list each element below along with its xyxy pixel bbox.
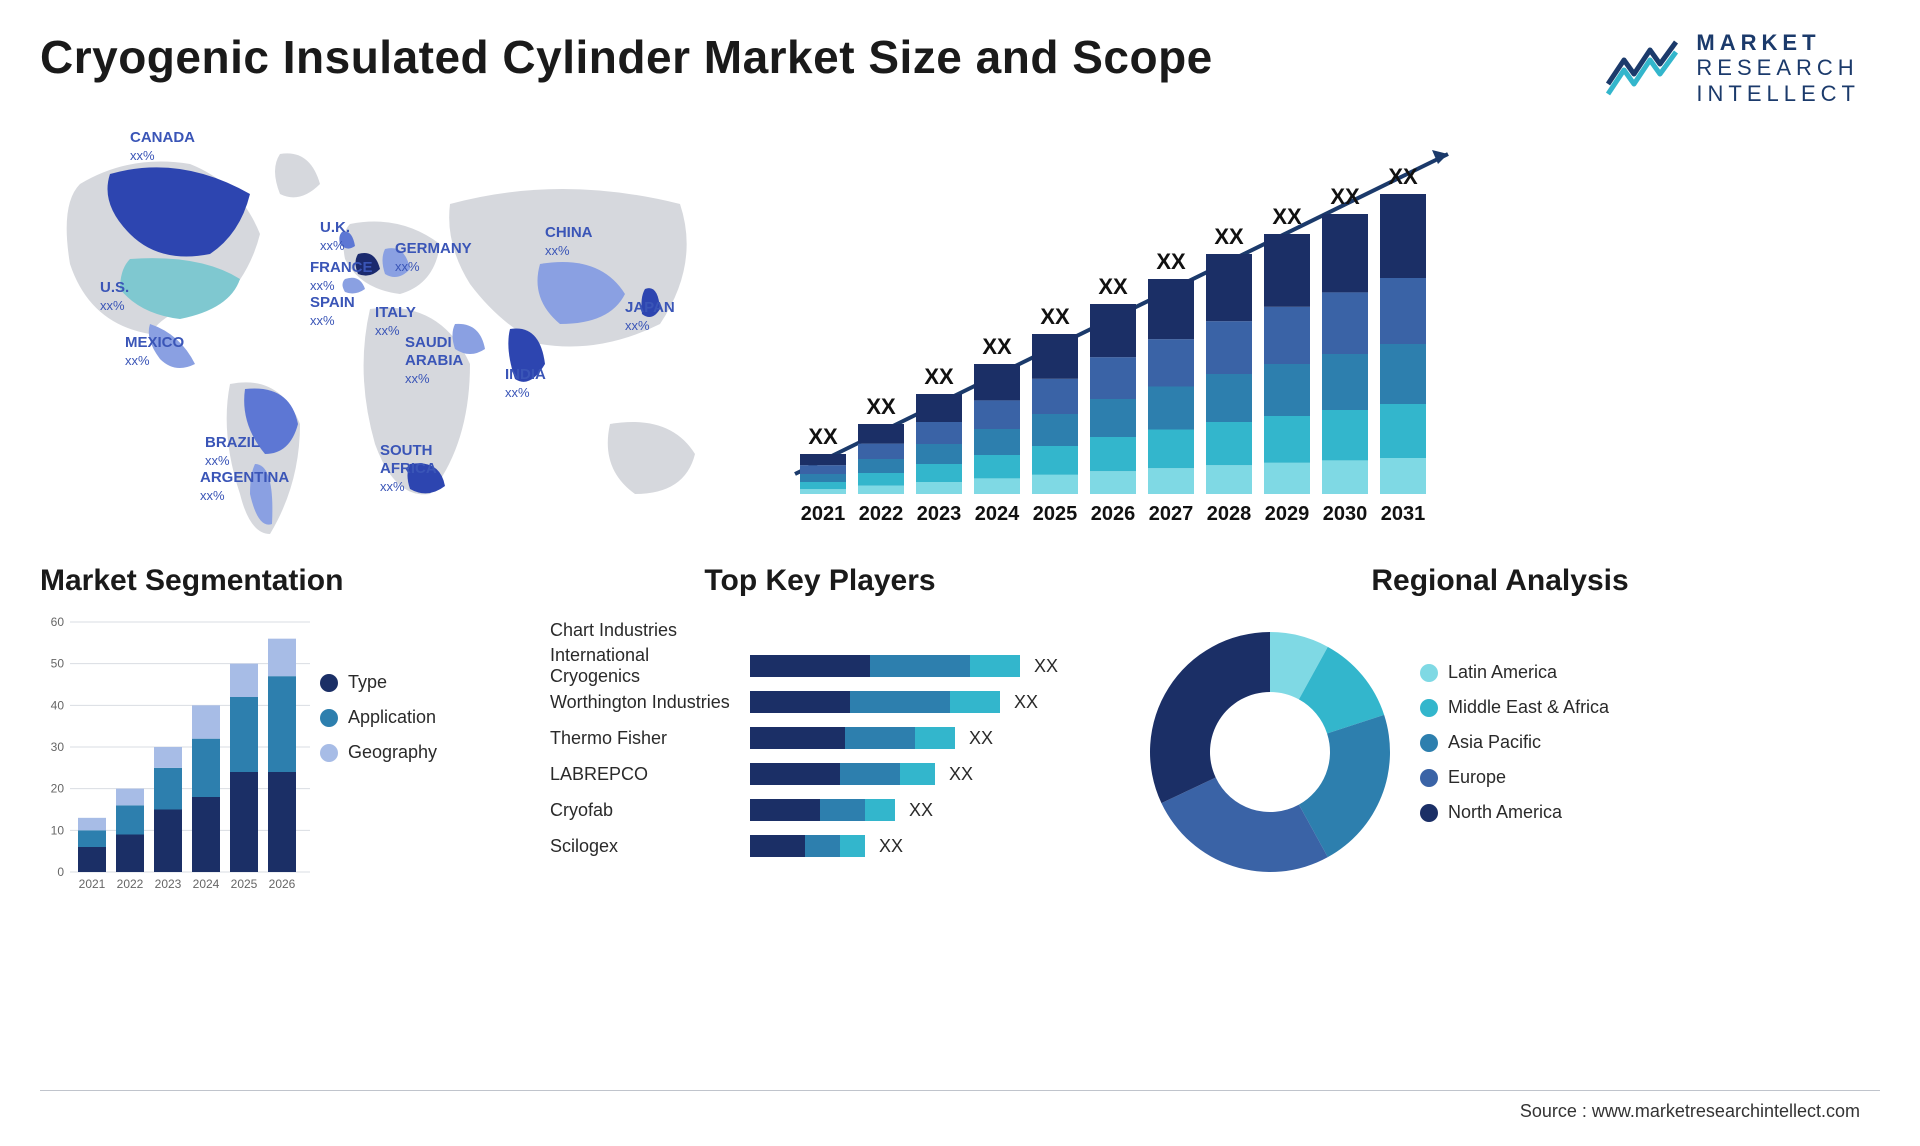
player-name: International Cryogenics (550, 645, 750, 687)
player-row: LABREPCO XX (550, 756, 1090, 792)
player-name: LABREPCO (550, 764, 750, 785)
player-value: XX (909, 800, 933, 821)
player-value: XX (879, 836, 903, 857)
svg-text:50: 50 (51, 657, 65, 671)
player-row: Scilogex XX (550, 828, 1090, 864)
svg-text:2022: 2022 (859, 503, 904, 525)
svg-text:2021: 2021 (801, 503, 846, 525)
logo-line3: INTELLECT (1696, 81, 1860, 106)
svg-text:2021: 2021 (79, 877, 106, 891)
svg-text:XX: XX (1272, 204, 1302, 229)
svg-text:XX: XX (1330, 184, 1360, 209)
player-name: Thermo Fisher (550, 728, 750, 749)
svg-text:40: 40 (51, 698, 65, 712)
svg-text:2029: 2029 (1265, 503, 1310, 525)
map-label-saudi-arabia: SAUDIARABIAxx% (405, 334, 463, 388)
svg-text:XX: XX (1040, 304, 1070, 329)
regional-legend-item: Asia Pacific (1420, 732, 1880, 753)
svg-text:2023: 2023 (155, 877, 182, 891)
map-label-u-k-: U.K.xx% (320, 219, 350, 255)
key-players-section: Top Key Players Chart Industries Internat… (550, 564, 1090, 904)
player-row: Chart Industries (550, 612, 1090, 648)
player-name: Scilogex (550, 836, 750, 857)
player-row: Worthington Industries XX (550, 684, 1090, 720)
regional-donut-chart (1120, 612, 1420, 892)
svg-text:2025: 2025 (1033, 503, 1078, 525)
page-title: Cryogenic Insulated Cylinder Market Size… (40, 30, 1880, 84)
players-title: Top Key Players (550, 564, 1090, 598)
seg-legend-type: Type (320, 672, 520, 693)
map-label-u-s-: U.S.xx% (100, 279, 129, 315)
svg-text:0: 0 (57, 865, 64, 879)
segmentation-title: Market Segmentation (40, 564, 520, 598)
map-label-france: FRANCExx% (310, 259, 373, 295)
svg-text:XX: XX (924, 364, 954, 389)
footer-divider (40, 1090, 1880, 1091)
map-label-brazil: BRAZILxx% (205, 434, 260, 470)
svg-text:2024: 2024 (193, 877, 220, 891)
svg-text:2028: 2028 (1207, 503, 1252, 525)
svg-text:2024: 2024 (975, 503, 1020, 525)
segmentation-chart: 0 10 20 30 40 50 60 2021 2022 2023 2024 2025 2026 (40, 612, 320, 902)
player-value: XX (969, 728, 993, 749)
svg-text:2025: 2025 (231, 877, 258, 891)
map-label-china: CHINAxx% (545, 224, 593, 260)
logo-mark-icon (1606, 40, 1682, 96)
seg-legend-geography: Geography (320, 742, 520, 763)
regional-legend-item: Middle East & Africa (1420, 697, 1880, 718)
player-name: Chart Industries (550, 620, 750, 641)
logo-line2: RESEARCH (1696, 55, 1860, 80)
svg-text:XX: XX (1388, 164, 1418, 189)
svg-text:10: 10 (51, 823, 65, 837)
map-label-japan: JAPANxx% (625, 299, 675, 335)
svg-text:2026: 2026 (269, 877, 296, 891)
svg-text:60: 60 (51, 615, 65, 629)
regional-title: Regional Analysis (1120, 564, 1880, 598)
player-name: Worthington Industries (550, 692, 750, 713)
regional-legend-item: North America (1420, 802, 1880, 823)
regional-legend-item: Latin America (1420, 662, 1880, 683)
player-value: XX (1034, 656, 1058, 677)
logo-line1: MARKET (1696, 30, 1860, 55)
map-label-spain: SPAINxx% (310, 294, 355, 330)
player-value: XX (949, 764, 973, 785)
map-label-south-africa: SOUTHAFRICAxx% (380, 442, 437, 496)
svg-text:2031: 2031 (1381, 503, 1426, 525)
map-label-argentina: ARGENTINAxx% (200, 469, 289, 505)
svg-text:30: 30 (51, 740, 65, 754)
svg-text:XX: XX (866, 394, 896, 419)
svg-text:2027: 2027 (1149, 503, 1194, 525)
player-value: XX (1014, 692, 1038, 713)
map-label-germany: GERMANYxx% (395, 240, 472, 276)
map-label-mexico: MEXICOxx% (125, 334, 184, 370)
player-row: International Cryogenics XX (550, 648, 1090, 684)
source-caption: Source : www.marketresearchintellect.com (1520, 1101, 1860, 1122)
brand-logo: MARKET RESEARCH INTELLECT (1606, 30, 1860, 106)
segmentation-legend: Type Application Geography (320, 612, 520, 907)
player-row: Thermo Fisher XX (550, 720, 1090, 756)
map-label-india: INDIAxx% (505, 366, 546, 402)
svg-text:XX: XX (1098, 274, 1128, 299)
world-map: CANADAxx% U.S.xx% MEXICOxx% BRAZILxx%ARGENT… (40, 124, 740, 544)
svg-text:XX: XX (1214, 224, 1244, 249)
segmentation-section: Market Segmentation 0 10 20 30 40 50 60 2021 202… (40, 564, 520, 904)
svg-text:20: 20 (51, 782, 65, 796)
regional-section: Regional Analysis Latin America Middle Ea… (1120, 564, 1880, 904)
regional-legend: Latin America Middle East & Africa Asia Pa… (1420, 612, 1880, 897)
svg-text:XX: XX (808, 424, 838, 449)
svg-text:2026: 2026 (1091, 503, 1136, 525)
player-row: Cryofab XX (550, 792, 1090, 828)
svg-text:XX: XX (982, 334, 1012, 359)
svg-text:XX: XX (1156, 249, 1186, 274)
growth-bar-chart: XX 2021 XX 2022 XX 2023 XX 2024 XX 2025 XX 2026 XX 20… (770, 124, 1880, 544)
map-label-canada: CANADAxx% (130, 129, 195, 165)
regional-legend-item: Europe (1420, 767, 1880, 788)
svg-text:2030: 2030 (1323, 503, 1368, 525)
svg-text:2022: 2022 (117, 877, 144, 891)
seg-legend-application: Application (320, 707, 520, 728)
svg-text:2023: 2023 (917, 503, 962, 525)
player-name: Cryofab (550, 800, 750, 821)
